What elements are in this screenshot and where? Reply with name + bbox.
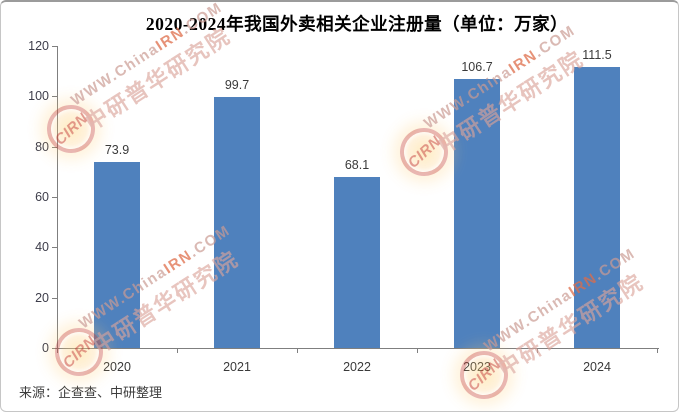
bar-2024 bbox=[574, 67, 620, 348]
y-tick-label: 100 bbox=[28, 89, 49, 104]
x-category-label: 2024 bbox=[583, 360, 611, 374]
x-category-label: 2020 bbox=[103, 360, 131, 374]
y-tick-label: 60 bbox=[35, 190, 49, 204]
y-tick-mark bbox=[52, 297, 57, 299]
x-tick-mark bbox=[297, 349, 298, 353]
y-tick-label: 20 bbox=[35, 290, 49, 305]
y-tick-mark bbox=[52, 96, 57, 98]
x-axis-line bbox=[57, 348, 659, 349]
x-tick-mark bbox=[177, 349, 178, 353]
bar-value-label: 68.1 bbox=[344, 158, 370, 172]
chart-title: 2020-2024年我国外卖相关企业注册量（单位：万家） bbox=[145, 14, 569, 34]
x-tick-mark bbox=[537, 349, 538, 353]
bar-value-label: 73.9 bbox=[104, 143, 130, 157]
y-tick-label: 0 bbox=[42, 341, 49, 355]
bar-value-label: 111.5 bbox=[582, 48, 612, 62]
x-category-label: 2021 bbox=[223, 360, 251, 374]
x-tick-mark bbox=[417, 349, 418, 353]
cirn-logo-icon: CIRN bbox=[450, 341, 518, 409]
y-tick-label: 40 bbox=[35, 240, 49, 255]
y-tick-label: 120 bbox=[28, 39, 49, 53]
y-tick-mark bbox=[52, 348, 57, 349]
cirn-logo-icon: CIRN bbox=[390, 118, 458, 186]
y-axis-line bbox=[57, 46, 58, 349]
bar-value-label: 106.7 bbox=[461, 60, 493, 74]
watermark-text: WWW.ChinaIRN.COM 中研普华研究院 bbox=[421, 22, 596, 160]
x-tick-mark bbox=[57, 349, 58, 353]
x-tick-mark bbox=[657, 349, 658, 353]
bar-value-label: 99.7 bbox=[224, 78, 250, 92]
bar-2022 bbox=[334, 177, 380, 348]
x-category-label: 2022 bbox=[343, 360, 371, 374]
cirn-logo-text: CIRN bbox=[404, 132, 444, 172]
y-tick-mark bbox=[52, 197, 57, 198]
y-tick-mark bbox=[52, 46, 57, 47]
y-tick-mark bbox=[52, 146, 57, 148]
x-category-label: 2023 bbox=[463, 360, 491, 374]
source-note: 来源：企查查、中研整理 bbox=[19, 385, 163, 400]
y-tick-mark bbox=[52, 247, 57, 249]
bar-2021 bbox=[214, 97, 260, 348]
y-tick-label: 80 bbox=[35, 139, 49, 154]
bar-2023 bbox=[454, 79, 500, 348]
bar-2020 bbox=[94, 162, 140, 348]
